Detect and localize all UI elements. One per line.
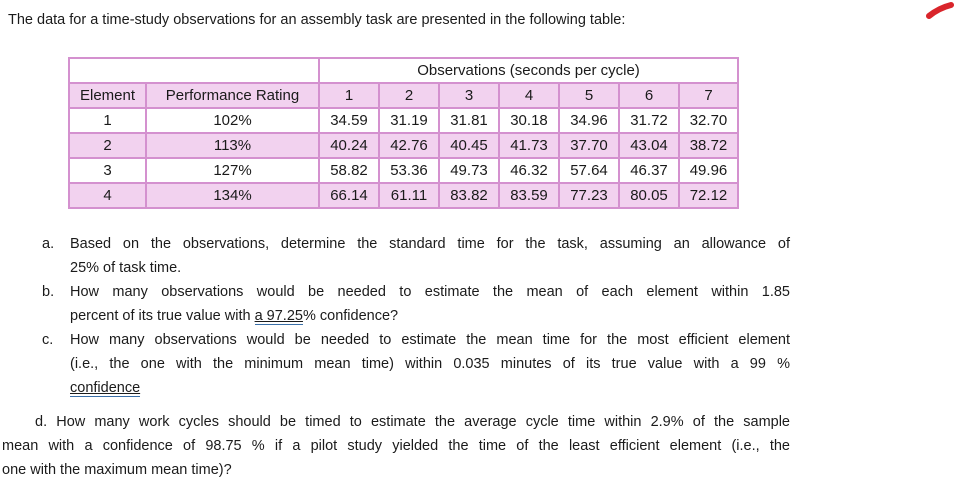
question-a-line1: Based on the observations, determine the… xyxy=(70,236,790,252)
question-label-a: a. xyxy=(42,236,55,252)
cell-obs: 38.72 xyxy=(678,132,739,159)
question-c-line2: (i.e., the one with the minimum mean tim… xyxy=(70,356,790,372)
observations-span-header: Observations (seconds per cycle) xyxy=(318,57,739,84)
cell-obs: 41.73 xyxy=(498,132,560,159)
cell-obs: 66.14 xyxy=(318,182,380,209)
cell-obs: 72.12 xyxy=(678,182,739,209)
cell-obs: 37.70 xyxy=(558,132,620,159)
col-header-obs-3: 3 xyxy=(438,82,500,109)
cell-obs: 80.05 xyxy=(618,182,680,209)
table-header-row: Element Performance Rating 1 2 3 4 5 6 7 xyxy=(68,82,739,109)
question-b-line2: percent of its true value with a 97.25% … xyxy=(70,304,790,328)
observations-table: Observations (seconds per cycle) Element… xyxy=(68,57,739,209)
cell-obs: 34.59 xyxy=(318,107,380,134)
col-header-obs-4: 4 xyxy=(498,82,560,109)
col-header-obs-6: 6 xyxy=(618,82,680,109)
cell-obs: 42.76 xyxy=(378,132,440,159)
cell-obs: 46.37 xyxy=(618,157,680,184)
cell-element: 1 xyxy=(68,107,147,134)
cell-obs: 30.18 xyxy=(498,107,560,134)
cell-obs: 53.36 xyxy=(378,157,440,184)
col-header-element: Element xyxy=(68,82,147,109)
question-label-c: c. xyxy=(42,332,54,348)
question-c-underlined-confidence: confidence xyxy=(70,380,141,397)
cell-obs: 31.81 xyxy=(438,107,500,134)
question-item-a: a. Based on the observations, determine … xyxy=(42,232,790,280)
question-item-b: b. How many observations would be needed… xyxy=(42,280,790,328)
red-pen-stroke-icon xyxy=(926,2,954,19)
table-row: 3 127% 58.82 53.36 49.73 46.32 57.64 46.… xyxy=(68,157,739,184)
cell-obs: 77.23 xyxy=(558,182,620,209)
question-c-line1: How many observations would be needed to… xyxy=(70,332,790,348)
cell-element: 4 xyxy=(68,182,147,209)
cell-obs: 40.45 xyxy=(438,132,500,159)
col-header-rating: Performance Rating xyxy=(145,82,320,109)
question-list: a. Based on the observations, determine … xyxy=(0,232,954,400)
cell-element: 3 xyxy=(68,157,147,184)
question-b-line2-pre: percent of its true value with xyxy=(70,308,255,324)
cell-obs: 32.70 xyxy=(678,107,739,134)
question-c-line3: confidence xyxy=(70,376,790,400)
question-d-line3: one with the maximum mean time)? xyxy=(2,462,232,478)
table-spacer-cell xyxy=(68,57,320,84)
cell-obs: 40.24 xyxy=(318,132,380,159)
cell-obs: 49.96 xyxy=(678,157,739,184)
cell-obs: 49.73 xyxy=(438,157,500,184)
cell-obs: 57.64 xyxy=(558,157,620,184)
cell-rating: 113% xyxy=(145,132,320,159)
cell-obs: 83.82 xyxy=(438,182,500,209)
col-header-obs-5: 5 xyxy=(558,82,620,109)
cell-obs: 31.72 xyxy=(618,107,680,134)
col-header-obs-2: 2 xyxy=(378,82,440,109)
cell-obs: 43.04 xyxy=(618,132,680,159)
question-a-line2: 25% of task time. xyxy=(70,260,182,276)
question-label-b: b. xyxy=(42,284,55,300)
cell-obs: 61.11 xyxy=(378,182,440,209)
cell-obs: 34.96 xyxy=(558,107,620,134)
col-header-obs-1: 1 xyxy=(318,82,380,109)
cell-obs: 31.19 xyxy=(378,107,440,134)
cell-rating: 102% xyxy=(145,107,320,134)
cell-obs: 58.82 xyxy=(318,157,380,184)
question-item-c: c. How many observations would be needed… xyxy=(42,328,790,400)
question-b-line1: How many observations would be needed to… xyxy=(70,284,790,300)
cell-obs: 83.59 xyxy=(498,182,560,209)
question-b-line2-post: % confidence? xyxy=(302,308,399,324)
table-row: 2 113% 40.24 42.76 40.45 41.73 37.70 43.… xyxy=(68,132,739,159)
question-item-d: d. How many work cycles should be timed … xyxy=(2,410,790,482)
question-d-line1: d. How many work cycles should be timed … xyxy=(35,414,790,430)
table-row-span-header: Observations (seconds per cycle) xyxy=(68,57,739,84)
cell-obs: 46.32 xyxy=(498,157,560,184)
page-title: The data for a time-study observations f… xyxy=(8,12,626,28)
cell-rating: 127% xyxy=(145,157,320,184)
table-row: 4 134% 66.14 61.11 83.82 83.59 77.23 80.… xyxy=(68,182,739,209)
col-header-obs-7: 7 xyxy=(678,82,739,109)
cell-element: 2 xyxy=(68,132,147,159)
cell-rating: 134% xyxy=(145,182,320,209)
question-b-underlined-confidence-value: a 97.25 xyxy=(254,308,303,325)
table-row: 1 102% 34.59 31.19 31.81 30.18 34.96 31.… xyxy=(68,107,739,134)
question-d-line2: mean with a confidence of 98.75 % if a p… xyxy=(2,438,790,454)
